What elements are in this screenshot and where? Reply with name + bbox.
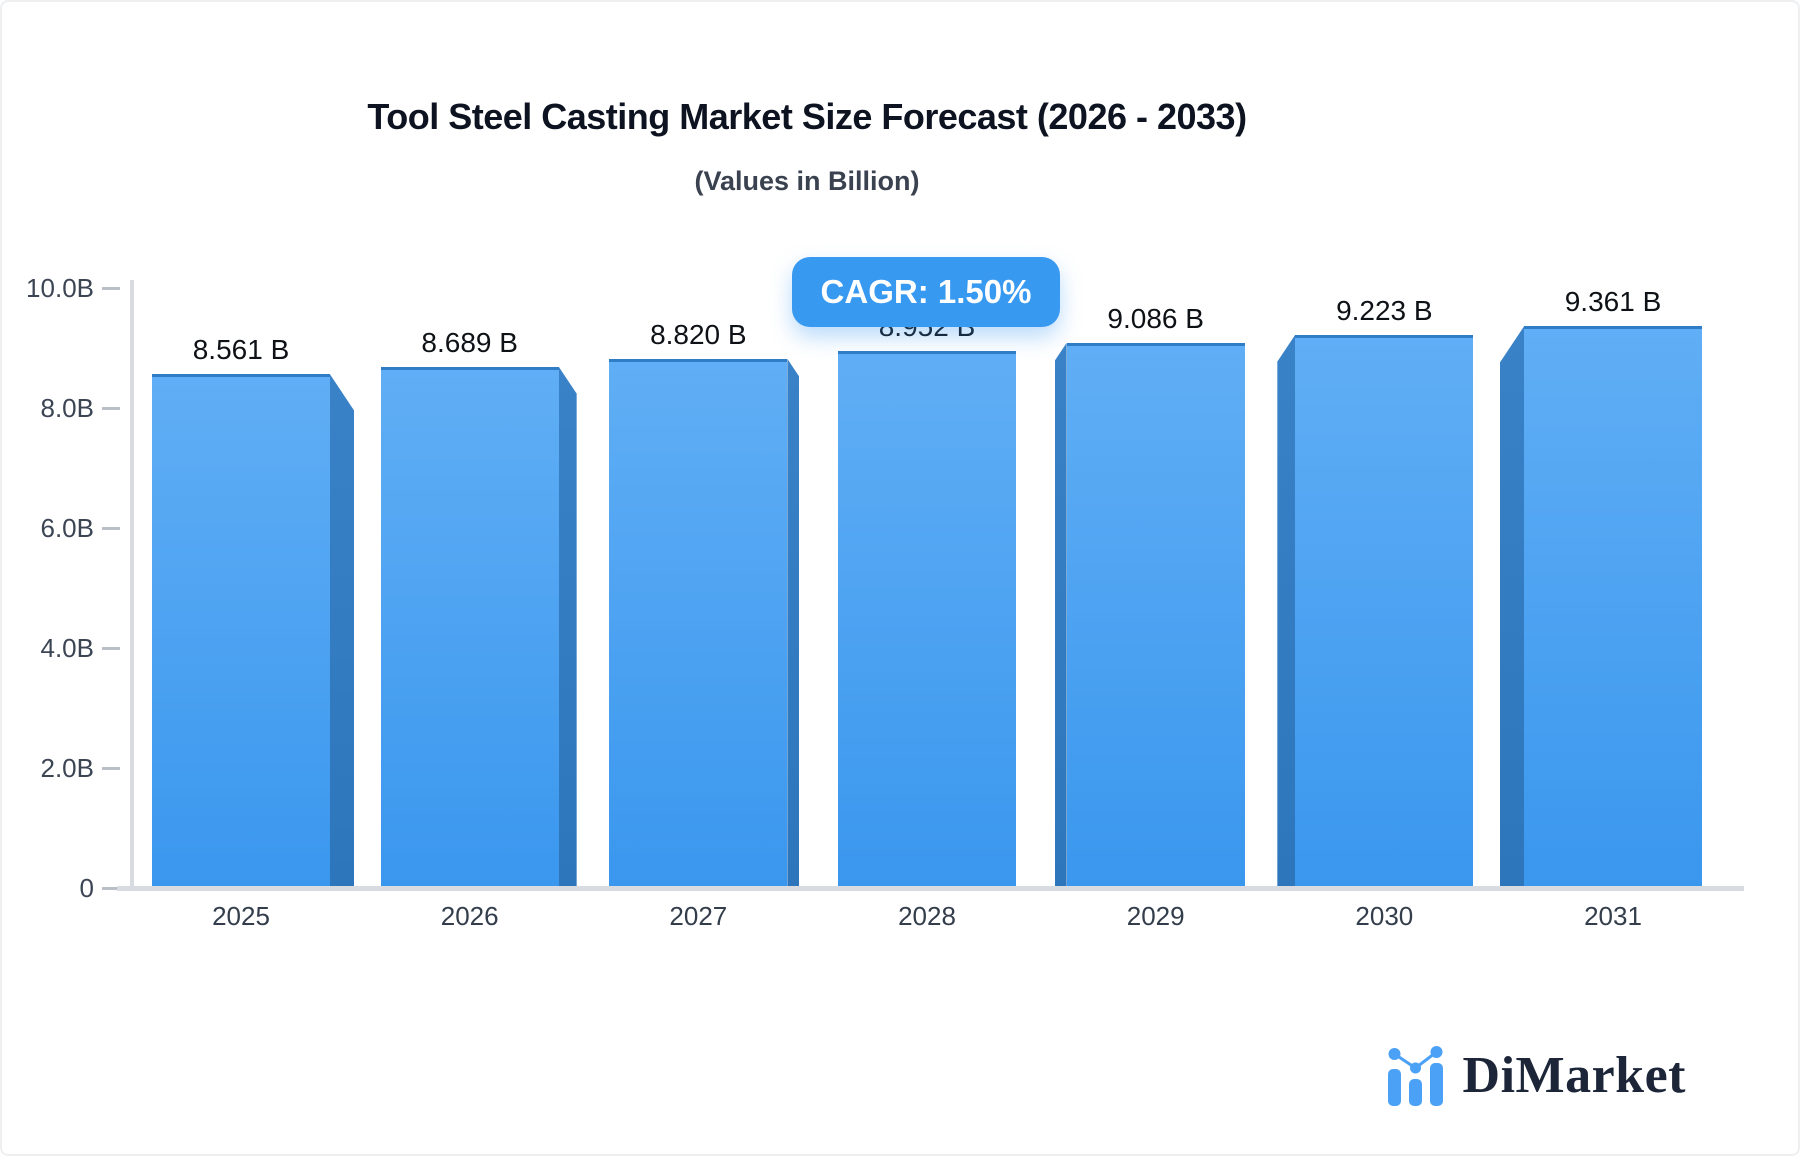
bar-value-label: 8.689 B	[421, 326, 518, 358]
bar-side-face	[1277, 334, 1296, 888]
x-tick-label: 2030	[1355, 901, 1414, 931]
x-tick-label: 2026	[440, 901, 499, 931]
chart-subtitle: (Values in Billion)	[694, 166, 920, 196]
y-tick-mark	[102, 646, 120, 650]
bar-value-label: 9.223 B	[1336, 294, 1433, 326]
bar-side-face	[1054, 342, 1067, 888]
bar-front-face	[1066, 342, 1245, 888]
y-tick-mark	[102, 766, 120, 770]
y-tick-label: 2.0B	[40, 753, 95, 783]
bar-front-face	[1295, 334, 1474, 888]
y-tick-label: 4.0B	[40, 633, 95, 663]
bar-side-face	[558, 366, 577, 888]
bar-front-face	[838, 350, 1016, 888]
bar-front-face	[152, 374, 330, 888]
y-tick-mark	[102, 886, 120, 890]
bar-side-face	[787, 358, 800, 888]
chart-title: Tool Steel Casting Market Size Forecast …	[367, 96, 1247, 137]
x-axis-line	[117, 886, 1744, 891]
brand-logo-text: DiMarket	[1462, 1047, 1686, 1104]
y-tick-label: 8.0B	[40, 393, 95, 423]
y-tick-label: 0	[79, 873, 94, 903]
bar-side-face	[1500, 326, 1524, 888]
cagr-badge-label: CAGR: 1.50%	[820, 273, 1032, 310]
y-axis-line	[130, 280, 134, 891]
y-tick-mark	[102, 286, 120, 290]
bar-side-face	[330, 374, 354, 888]
brand-logo: DiMarket	[1387, 1046, 1686, 1106]
bar-value-label: 9.086 B	[1107, 302, 1204, 334]
y-tick-label: 6.0B	[40, 513, 95, 543]
bar-value-label: 8.820 B	[650, 318, 747, 350]
brand-logo-icon	[1387, 1046, 1443, 1106]
x-tick-label: 2029	[1126, 901, 1185, 931]
y-tick-mark	[102, 526, 120, 530]
cagr-badge: CAGR: 1.50%	[792, 257, 1060, 327]
bar-front-face	[1524, 326, 1702, 888]
bar-value-label: 8.561 B	[192, 334, 290, 366]
bar-value-label: 9.361 B	[1564, 286, 1662, 318]
bar-front-face	[380, 366, 559, 888]
bar-front-face	[609, 358, 788, 888]
x-tick-label: 2028	[898, 901, 956, 931]
y-tick-label: 10.0B	[26, 273, 94, 303]
y-tick-mark	[102, 406, 120, 410]
x-tick-label: 2027	[669, 901, 728, 931]
x-tick-label: 2031	[1584, 901, 1642, 931]
x-tick-label: 2025	[212, 901, 270, 931]
